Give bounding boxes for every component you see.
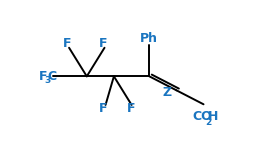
Text: Ph: Ph [140, 32, 158, 45]
Text: 2: 2 [205, 118, 211, 127]
Text: F: F [127, 102, 136, 115]
Text: H: H [208, 111, 218, 123]
Text: 3: 3 [44, 76, 50, 85]
Text: F: F [99, 37, 107, 50]
Text: F: F [99, 102, 108, 115]
Text: C: C [47, 70, 56, 83]
Text: Z: Z [162, 86, 171, 99]
Text: CO: CO [192, 111, 212, 123]
Text: F: F [63, 37, 71, 50]
Text: F: F [39, 70, 47, 83]
